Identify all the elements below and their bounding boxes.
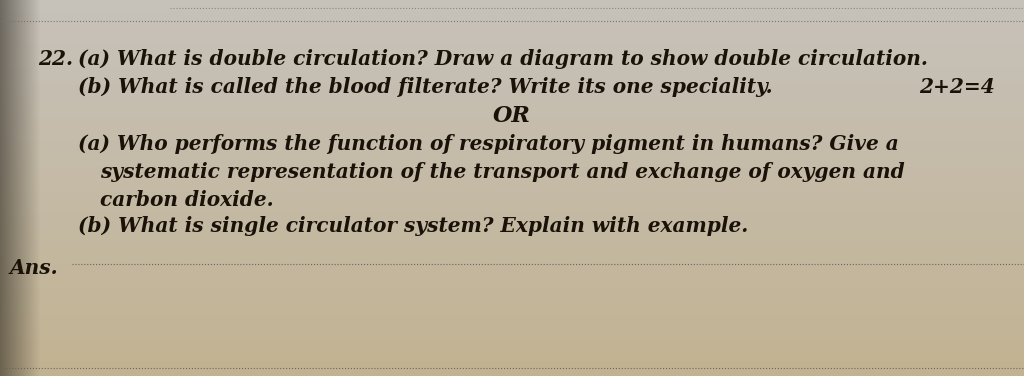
Text: Ans.: Ans. [10, 258, 58, 278]
Text: 2+2=4: 2+2=4 [920, 77, 995, 97]
Text: (a) What is double circulation? Draw a diagram to show double circulation.: (a) What is double circulation? Draw a d… [78, 49, 928, 69]
Text: carbon dioxide.: carbon dioxide. [100, 190, 273, 210]
Text: (a) Who performs the function of respiratory pigment in humans? Give a: (a) Who performs the function of respira… [78, 134, 899, 154]
Text: OR: OR [494, 105, 530, 127]
Text: (b) What is called the blood filterate? Write its one speciality.: (b) What is called the blood filterate? … [78, 77, 773, 97]
Text: (b) What is single circulator system? Explain with example.: (b) What is single circulator system? Ex… [78, 216, 749, 236]
Text: 22.: 22. [38, 49, 73, 69]
Text: systematic representation of the transport and exchange of oxygen and: systematic representation of the transpo… [100, 162, 905, 182]
